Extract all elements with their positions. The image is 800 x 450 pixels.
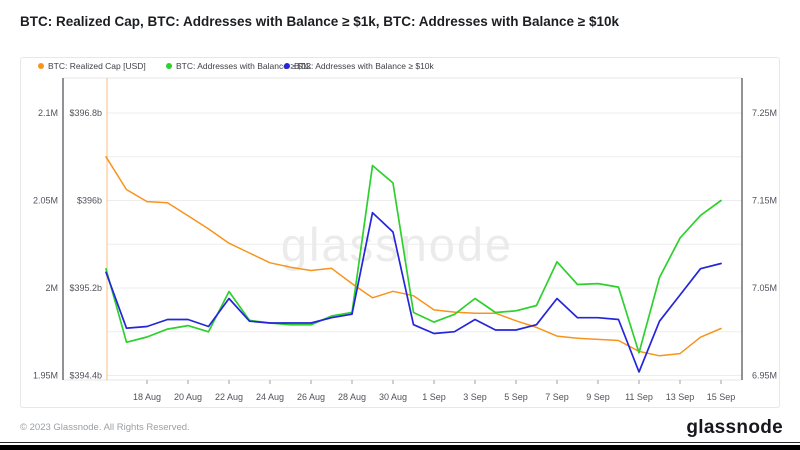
x-tick-label: 3 Sep xyxy=(463,392,487,402)
x-tick-label: 7 Sep xyxy=(545,392,569,402)
y-tick-label-count-left: 2.05M xyxy=(33,196,58,206)
y-tick-label-usd: $395.2b xyxy=(69,283,102,293)
x-tick-label: 24 Aug xyxy=(256,392,284,402)
legend-label-addresses-10k: BTC: Addresses with Balance ≥ $10k xyxy=(294,61,434,71)
legend-dot-realized-cap xyxy=(38,63,44,69)
legend-dot-addresses-1k xyxy=(166,63,172,69)
x-tick-label: 26 Aug xyxy=(297,392,325,402)
y-tick-label-usd: $396b xyxy=(77,196,102,206)
y-tick-label-count-right: 7.05M xyxy=(752,283,777,293)
bottom-divider-line xyxy=(0,442,800,443)
y-tick-label-usd: $396.8b xyxy=(69,108,102,118)
legend-label-addresses-1k: BTC: Addresses with Balance ≥ $1k xyxy=(176,61,312,71)
x-tick-label: 28 Aug xyxy=(338,392,366,402)
series-line-1 xyxy=(105,156,722,357)
footer-copyright: © 2023 Glassnode. All Rights Reserved. xyxy=(20,422,190,433)
y-tick-label-count-left: 2M xyxy=(45,283,58,293)
page-title: BTC: Realized Cap, BTC: Addresses with B… xyxy=(20,14,619,29)
series-line-2 xyxy=(105,164,722,354)
legend-dot-addresses-10k xyxy=(284,63,290,69)
x-tick-label: 11 Sep xyxy=(625,392,653,402)
bottom-bar xyxy=(0,445,800,450)
x-tick-label: 30 Aug xyxy=(379,392,407,402)
legend-item-addresses-10k[interactable]: BTC: Addresses with Balance ≥ $10k xyxy=(284,61,434,71)
x-tick-label: 5 Sep xyxy=(504,392,528,402)
x-tick-label: 22 Aug xyxy=(215,392,243,402)
glassnode-logo: glassnode xyxy=(686,417,783,438)
watermark: glassnode xyxy=(281,218,513,271)
y-tick-label-count-right: 7.25M xyxy=(752,108,777,118)
x-tick-label: 13 Sep xyxy=(666,392,695,402)
y-tick-label-count-right: 6.95M xyxy=(752,371,777,381)
x-tick-label: 1 Sep xyxy=(422,392,446,402)
series-line-3 xyxy=(105,211,722,373)
x-tick-label: 18 Aug xyxy=(133,392,161,402)
y-tick-label-count-left: 1.95M xyxy=(33,371,58,381)
y-tick-label-usd: $394.4b xyxy=(69,371,102,381)
x-tick-label: 15 Sep xyxy=(707,392,736,402)
legend-label-realized-cap: BTC: Realized Cap [USD] xyxy=(48,61,146,71)
legend-item-realized-cap[interactable]: BTC: Realized Cap [USD] xyxy=(38,61,146,71)
legend-item-addresses-1k[interactable]: BTC: Addresses with Balance ≥ $1k xyxy=(166,61,311,71)
y-tick-label-count-left: 2.1M xyxy=(38,108,58,118)
x-tick-label: 9 Sep xyxy=(586,392,610,402)
y-tick-label-count-right: 7.15M xyxy=(752,196,777,206)
x-tick-label: 20 Aug xyxy=(174,392,202,402)
